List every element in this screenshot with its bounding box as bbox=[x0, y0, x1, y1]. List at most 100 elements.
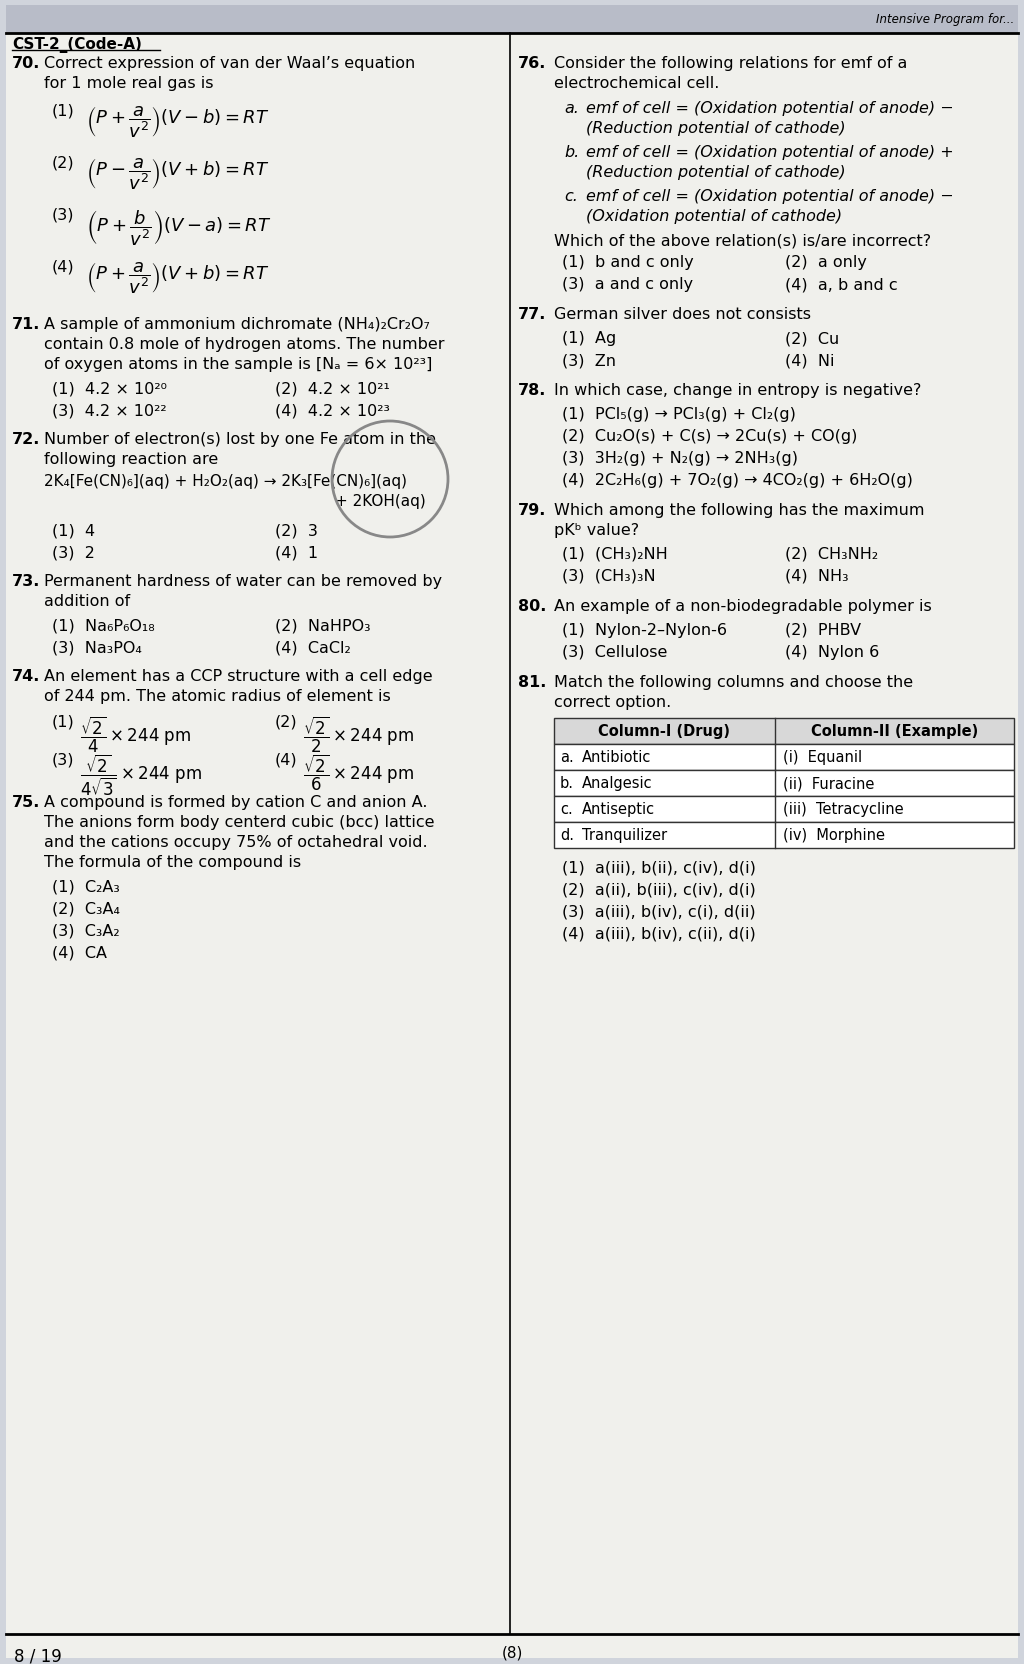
Text: (2)  3: (2) 3 bbox=[275, 524, 317, 539]
Text: (4)  Nylon 6: (4) Nylon 6 bbox=[785, 644, 880, 659]
Text: emf of cell = (Oxidation potential of anode) −: emf of cell = (Oxidation potential of an… bbox=[586, 190, 953, 205]
Text: Permanent hardness of water can be removed by: Permanent hardness of water can be remov… bbox=[44, 574, 442, 589]
Text: (3): (3) bbox=[52, 752, 75, 767]
Text: (1): (1) bbox=[52, 103, 75, 118]
FancyBboxPatch shape bbox=[554, 719, 1014, 744]
Text: (3)  Na₃PO₄: (3) Na₃PO₄ bbox=[52, 641, 142, 656]
Text: of 244 pm. The atomic radius of element is: of 244 pm. The atomic radius of element … bbox=[44, 689, 391, 704]
Text: 72.: 72. bbox=[12, 431, 40, 446]
Text: (1): (1) bbox=[52, 714, 75, 729]
Text: 80.: 80. bbox=[518, 599, 547, 614]
Text: (1)  4.2 × 10²⁰: (1) 4.2 × 10²⁰ bbox=[52, 381, 167, 396]
Text: (4)  Ni: (4) Ni bbox=[785, 353, 835, 368]
Text: CST-2_(Code-A): CST-2_(Code-A) bbox=[12, 37, 142, 53]
FancyBboxPatch shape bbox=[554, 770, 1014, 797]
Text: emf of cell = (Oxidation potential of anode) −: emf of cell = (Oxidation potential of an… bbox=[586, 102, 953, 116]
Text: (1)  (CH₃)₂NH: (1) (CH₃)₂NH bbox=[562, 547, 668, 562]
Text: $\left(P + \dfrac{a}{v^2}\right)(V + b) = RT$: $\left(P + \dfrac{a}{v^2}\right)(V + b) … bbox=[86, 260, 269, 296]
Text: (3): (3) bbox=[52, 208, 75, 223]
Text: 8 / 19: 8 / 19 bbox=[14, 1647, 61, 1664]
Text: pKᵇ value?: pKᵇ value? bbox=[554, 522, 639, 537]
Text: A compound is formed by cation C and anion A.: A compound is formed by cation C and ani… bbox=[44, 794, 427, 809]
Text: (4): (4) bbox=[275, 752, 298, 767]
Text: Antibiotic: Antibiotic bbox=[582, 750, 651, 765]
Text: $\left(P + \dfrac{a}{v^2}\right)(V - b) = RT$: $\left(P + \dfrac{a}{v^2}\right)(V - b) … bbox=[86, 103, 269, 140]
Text: c.: c. bbox=[564, 190, 578, 205]
Text: (iii)  Tetracycline: (iii) Tetracycline bbox=[782, 802, 903, 817]
Text: (4)  a(iii), b(iv), c(ii), d(i): (4) a(iii), b(iv), c(ii), d(i) bbox=[562, 927, 756, 942]
Text: 2K₄[Fe(CN)₆](aq) + H₂O₂(aq) → 2K₃[Fe(CN)₆](aq): 2K₄[Fe(CN)₆](aq) + H₂O₂(aq) → 2K₃[Fe(CN)… bbox=[44, 474, 407, 489]
Text: The anions form body centerd cubic (bcc) lattice: The anions form body centerd cubic (bcc)… bbox=[44, 814, 434, 829]
Text: $\dfrac{\sqrt{2}}{6} \times 244$ pm: $\dfrac{\sqrt{2}}{6} \times 244$ pm bbox=[303, 752, 415, 792]
Text: (1)  a(iii), b(ii), c(iv), d(i): (1) a(iii), b(ii), c(iv), d(i) bbox=[562, 860, 756, 875]
Text: (1)  Nylon-2–Nylon-6: (1) Nylon-2–Nylon-6 bbox=[562, 622, 727, 637]
Text: (4)  1: (4) 1 bbox=[275, 546, 318, 561]
Text: 74.: 74. bbox=[12, 669, 40, 684]
Text: (3)  Zn: (3) Zn bbox=[562, 353, 616, 368]
Text: German silver does not consists: German silver does not consists bbox=[554, 306, 811, 321]
Text: (ii)  Furacine: (ii) Furacine bbox=[782, 775, 874, 790]
Text: (8): (8) bbox=[502, 1644, 522, 1659]
Text: (2): (2) bbox=[275, 714, 298, 729]
Text: contain 0.8 mole of hydrogen atoms. The number: contain 0.8 mole of hydrogen atoms. The … bbox=[44, 336, 444, 351]
Text: (3)  4.2 × 10²²: (3) 4.2 × 10²² bbox=[52, 404, 167, 419]
Text: $\dfrac{\sqrt{2}}{4\sqrt{3}} \times 244$ pm: $\dfrac{\sqrt{2}}{4\sqrt{3}} \times 244$… bbox=[80, 752, 202, 797]
Text: a.: a. bbox=[560, 750, 573, 765]
Text: Match the following columns and choose the: Match the following columns and choose t… bbox=[554, 674, 913, 689]
Text: (4)  4.2 × 10²³: (4) 4.2 × 10²³ bbox=[275, 404, 390, 419]
Text: 75.: 75. bbox=[12, 794, 40, 809]
Text: emf of cell = (Oxidation potential of anode) +: emf of cell = (Oxidation potential of an… bbox=[586, 145, 953, 160]
Text: (iv)  Morphine: (iv) Morphine bbox=[782, 829, 885, 844]
Text: (1)  4: (1) 4 bbox=[52, 524, 95, 539]
Text: of oxygen atoms in the sample is [Nₐ = 6× 10²³]: of oxygen atoms in the sample is [Nₐ = 6… bbox=[44, 356, 432, 371]
Text: (3)  2: (3) 2 bbox=[52, 546, 95, 561]
Text: (1)  PCl₅(g) → PCl₃(g) + Cl₂(g): (1) PCl₅(g) → PCl₃(g) + Cl₂(g) bbox=[562, 406, 796, 421]
Text: In which case, change in entropy is negative?: In which case, change in entropy is nega… bbox=[554, 383, 922, 398]
Text: 71.: 71. bbox=[12, 316, 40, 331]
Text: (1)  b and c only: (1) b and c only bbox=[562, 255, 693, 270]
Text: $\left(P + \dfrac{b}{v^2}\right)(V - a) = RT$: $\left(P + \dfrac{b}{v^2}\right)(V - a) … bbox=[86, 208, 271, 248]
Text: (2)  CH₃NH₂: (2) CH₃NH₂ bbox=[785, 547, 879, 562]
Text: (4)  a, b and c: (4) a, b and c bbox=[785, 276, 898, 291]
FancyBboxPatch shape bbox=[6, 7, 1018, 33]
Text: (1)  C₂A₃: (1) C₂A₃ bbox=[52, 880, 120, 895]
Text: electrochemical cell.: electrochemical cell. bbox=[554, 77, 720, 92]
Text: a.: a. bbox=[564, 102, 579, 116]
Text: (2)  Cu₂O(s) + C(s) → 2Cu(s) + CO(g): (2) Cu₂O(s) + C(s) → 2Cu(s) + CO(g) bbox=[562, 429, 857, 444]
Text: (2)  Cu: (2) Cu bbox=[785, 331, 840, 346]
Text: addition of: addition of bbox=[44, 594, 130, 609]
Text: (1)  Ag: (1) Ag bbox=[562, 331, 616, 346]
Text: An example of a non-biodegradable polymer is: An example of a non-biodegradable polyme… bbox=[554, 599, 932, 614]
Text: (3)  Cellulose: (3) Cellulose bbox=[562, 644, 668, 659]
Text: Number of electron(s) lost by one Fe atom in the: Number of electron(s) lost by one Fe ato… bbox=[44, 431, 436, 446]
Text: (Oxidation potential of cathode): (Oxidation potential of cathode) bbox=[586, 210, 842, 225]
Text: d.: d. bbox=[560, 829, 574, 844]
Text: (3)  a and c only: (3) a and c only bbox=[562, 276, 693, 291]
FancyBboxPatch shape bbox=[6, 7, 1018, 1657]
Text: (4)  CA: (4) CA bbox=[52, 945, 106, 960]
Text: (1)  Na₆P₆O₁₈: (1) Na₆P₆O₁₈ bbox=[52, 619, 155, 634]
Text: 70.: 70. bbox=[12, 57, 40, 72]
Text: (2)  NaHPO₃: (2) NaHPO₃ bbox=[275, 619, 371, 634]
Text: 78.: 78. bbox=[518, 383, 547, 398]
Text: (2)  PHBV: (2) PHBV bbox=[785, 622, 861, 637]
Text: (3)  C₃A₂: (3) C₃A₂ bbox=[52, 924, 120, 938]
Text: (3)  3H₂(g) + N₂(g) → 2NH₃(g): (3) 3H₂(g) + N₂(g) → 2NH₃(g) bbox=[562, 451, 798, 466]
Text: (4)  CaCl₂: (4) CaCl₂ bbox=[275, 641, 351, 656]
Text: (4): (4) bbox=[52, 260, 75, 275]
Text: Antiseptic: Antiseptic bbox=[582, 802, 655, 817]
Text: 76.: 76. bbox=[518, 57, 547, 72]
Text: Which among the following has the maximum: Which among the following has the maximu… bbox=[554, 503, 925, 518]
Text: 81.: 81. bbox=[518, 674, 547, 689]
Text: $\dfrac{\sqrt{2}}{2} \times 244$ pm: $\dfrac{\sqrt{2}}{2} \times 244$ pm bbox=[303, 714, 415, 755]
Text: following reaction are: following reaction are bbox=[44, 451, 218, 466]
Text: Correct expression of van der Waal’s equation: Correct expression of van der Waal’s equ… bbox=[44, 57, 416, 72]
Text: (2)  a(ii), b(iii), c(iv), d(i): (2) a(ii), b(iii), c(iv), d(i) bbox=[562, 882, 756, 897]
FancyBboxPatch shape bbox=[554, 797, 1014, 822]
FancyBboxPatch shape bbox=[554, 744, 1014, 770]
Text: (3)  (CH₃)₃N: (3) (CH₃)₃N bbox=[562, 569, 655, 584]
Text: correct option.: correct option. bbox=[554, 694, 672, 709]
Text: Consider the following relations for emf of a: Consider the following relations for emf… bbox=[554, 57, 907, 72]
Text: (4)  2C₂H₆(g) + 7O₂(g) → 4CO₂(g) + 6H₂O(g): (4) 2C₂H₆(g) + 7O₂(g) → 4CO₂(g) + 6H₂O(g… bbox=[562, 473, 912, 488]
Text: Intensive Program for...: Intensive Program for... bbox=[876, 13, 1014, 27]
